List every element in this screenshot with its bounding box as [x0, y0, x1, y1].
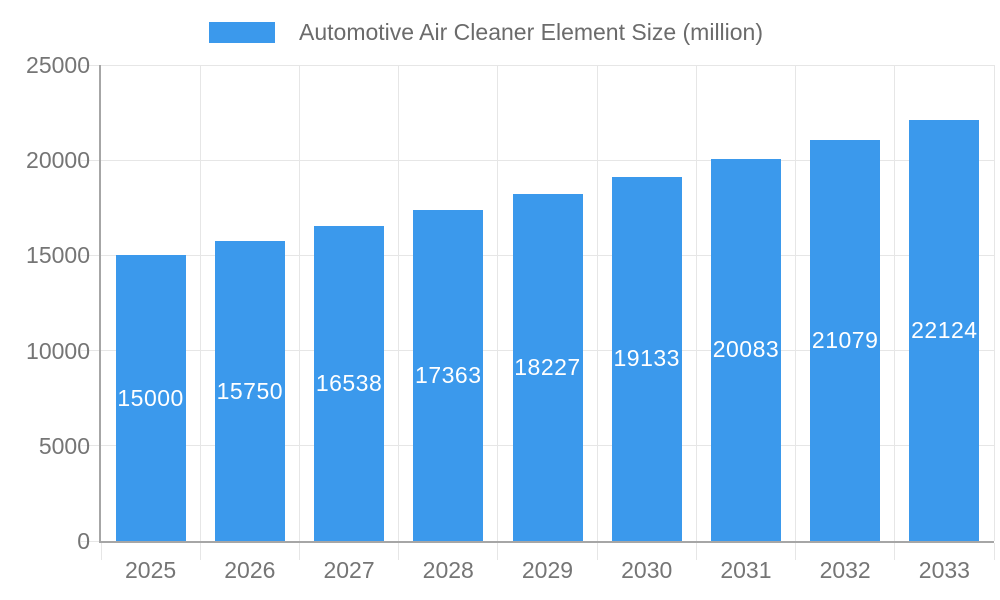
y-axis-line: [99, 65, 101, 543]
bar[interactable]: 17363: [413, 210, 484, 541]
bar-value-label: 15000: [117, 384, 184, 411]
y-axis-tick: [81, 159, 101, 161]
y-tick-label: 10000: [26, 337, 90, 364]
x-axis-tick: [894, 543, 896, 560]
bar[interactable]: 19133: [611, 176, 682, 541]
x-tick-label: 2029: [521, 557, 574, 583]
x-gridline: [993, 65, 995, 541]
x-axis-tick: [596, 543, 598, 560]
bar[interactable]: 15000: [115, 255, 186, 541]
legend-series-swatch[interactable]: [209, 22, 275, 43]
x-tick-label: 2033: [918, 557, 970, 583]
x-axis-tick: [695, 543, 697, 560]
bar-value-label: 21079: [811, 326, 879, 353]
x-tick-label: 2031: [720, 557, 772, 583]
bar-value-label: 17363: [415, 362, 482, 389]
x-gridline: [497, 65, 499, 541]
x-axis-tick: [993, 543, 995, 560]
bar-value-label: 20083: [712, 336, 780, 363]
bar[interactable]: 15750: [214, 241, 285, 541]
bar[interactable]: 16538: [314, 226, 385, 541]
y-axis-tick: [81, 64, 101, 66]
bar[interactable]: 18227: [512, 193, 583, 541]
x-gridline: [298, 65, 300, 541]
x-axis-tick: [199, 543, 201, 560]
y-axis-tick: [81, 445, 101, 447]
y-tick-label: 5000: [38, 432, 90, 459]
bar[interactable]: 20083: [710, 158, 781, 541]
x-tick-label: 2026: [224, 557, 276, 583]
x-tick-label: 2027: [323, 557, 375, 583]
x-tick-label: 2025: [125, 557, 177, 583]
y-axis-tick: [81, 254, 101, 256]
x-gridline: [199, 65, 201, 541]
bar-value-label: 22124: [911, 316, 978, 343]
y-axis-tick: [81, 350, 101, 352]
x-axis-tick: [398, 543, 400, 560]
x-tick-label: 2028: [422, 557, 474, 583]
bar-value-label: 15750: [216, 377, 284, 404]
y-axis-tick: [81, 540, 101, 542]
x-gridline: [795, 65, 797, 541]
x-gridline: [894, 65, 896, 541]
bar-value-label: 19133: [613, 345, 680, 372]
x-gridline: [398, 65, 400, 541]
x-axis-tick: [298, 543, 300, 560]
chart-legend[interactable]: Automotive Air Cleaner Element Size (mil…: [209, 20, 763, 45]
bar-value-label: 16538: [315, 370, 383, 397]
y-gridline: [101, 159, 994, 161]
bar-value-label: 18227: [514, 353, 581, 380]
y-tick-label: 20000: [26, 147, 90, 174]
x-tick-label: 2032: [819, 557, 871, 583]
y-gridline: [101, 64, 994, 66]
y-tick-label: 15000: [26, 242, 90, 269]
legend-series-label[interactable]: Automotive Air Cleaner Element Size (mil…: [299, 19, 764, 45]
x-axis-tick: [497, 543, 499, 560]
x-tick-label: 2030: [621, 557, 673, 583]
bar[interactable]: 21079: [810, 139, 881, 541]
bar[interactable]: 22124: [909, 119, 980, 541]
x-axis-tick: [100, 543, 102, 560]
y-tick-label: 0: [77, 528, 90, 554]
x-axis-line: [99, 541, 994, 543]
x-gridline: [596, 65, 598, 541]
x-gridline: [695, 65, 697, 541]
y-tick-label: 25000: [26, 52, 90, 78]
x-axis-tick: [795, 543, 797, 560]
